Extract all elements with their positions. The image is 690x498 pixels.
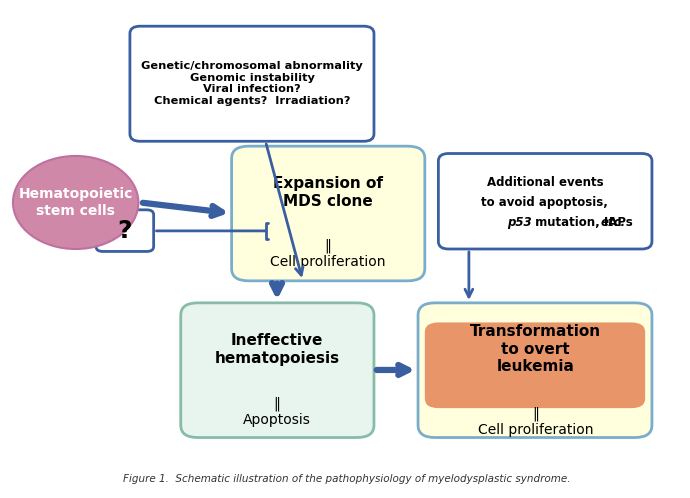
FancyBboxPatch shape bbox=[425, 322, 645, 408]
Text: Transformation
to overt
leukemia: Transformation to overt leukemia bbox=[470, 325, 601, 374]
Text: p53: p53 bbox=[508, 216, 532, 229]
Text: Additional events: Additional events bbox=[486, 176, 603, 189]
FancyBboxPatch shape bbox=[130, 26, 374, 141]
Ellipse shape bbox=[13, 156, 139, 249]
FancyBboxPatch shape bbox=[96, 210, 154, 251]
Text: Ineffective
hematopoiesis: Ineffective hematopoiesis bbox=[215, 333, 339, 366]
Text: ‖
Apoptosis: ‖ Apoptosis bbox=[243, 396, 311, 427]
Text: mutation, IAPs: mutation, IAPs bbox=[531, 216, 637, 229]
Text: Expansion of
MDS clone: Expansion of MDS clone bbox=[273, 176, 383, 209]
Text: to avoid apoptosis,: to avoid apoptosis, bbox=[482, 196, 609, 209]
Text: Figure 1.  Schematic illustration of the pathophysiology of myelodysplastic synd: Figure 1. Schematic illustration of the … bbox=[123, 474, 571, 484]
Text: Hematopoietic
stem cells: Hematopoietic stem cells bbox=[19, 187, 133, 218]
FancyBboxPatch shape bbox=[181, 303, 374, 438]
FancyBboxPatch shape bbox=[232, 146, 425, 281]
Text: etc.: etc. bbox=[600, 216, 626, 229]
Text: ?: ? bbox=[117, 219, 132, 243]
FancyBboxPatch shape bbox=[438, 153, 652, 249]
Text: Genetic/chromosomal abnormality
Genomic instability
Viral infection?
Chemical ag: Genetic/chromosomal abnormality Genomic … bbox=[141, 61, 363, 106]
FancyBboxPatch shape bbox=[418, 303, 652, 438]
Text: ‖
Cell proliferation: ‖ Cell proliferation bbox=[270, 239, 386, 269]
Text: ‖
Cell proliferation: ‖ Cell proliferation bbox=[477, 406, 593, 437]
